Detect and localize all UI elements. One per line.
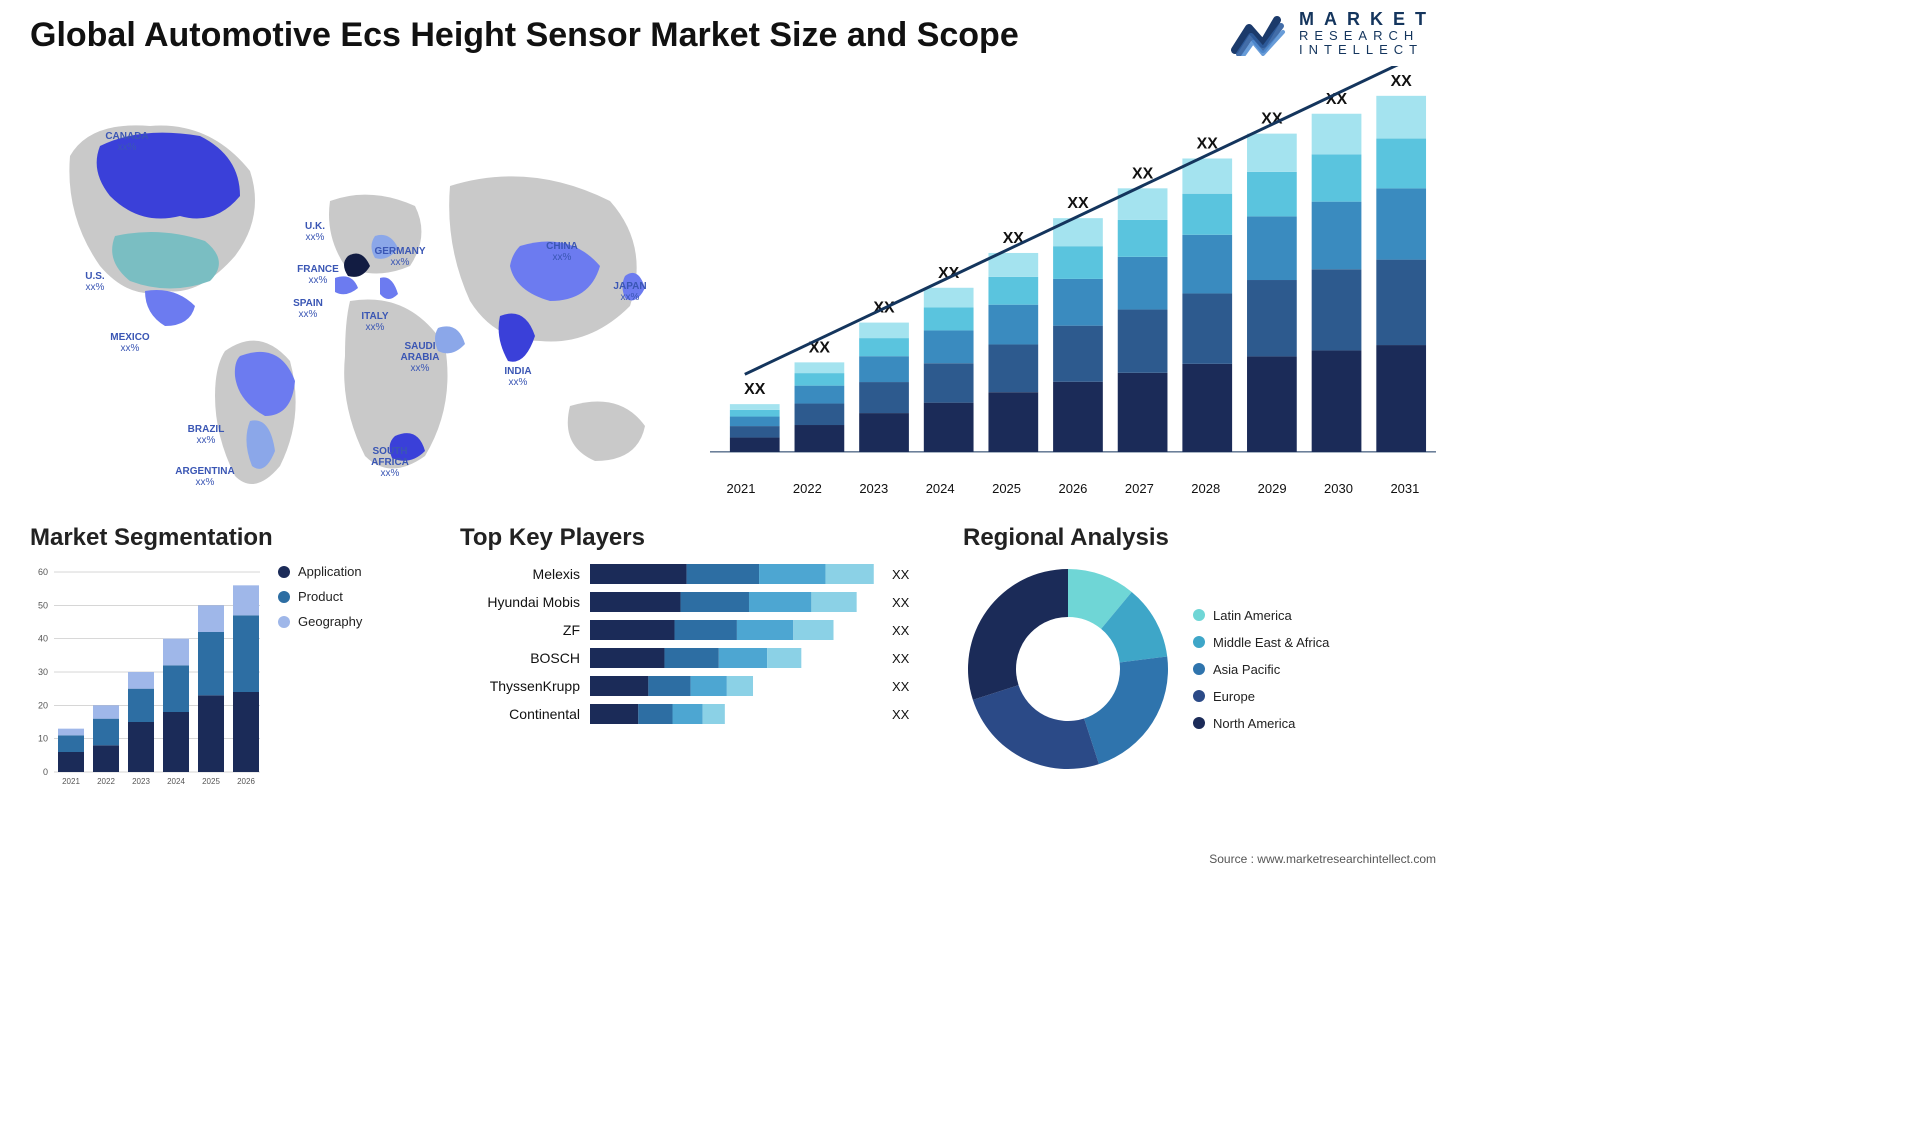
year-tick: 2021	[714, 481, 768, 496]
region-north-america: North America	[1193, 716, 1329, 731]
kp-row-continental: Continental XX	[460, 704, 920, 724]
map-label-china: CHINAxx%	[527, 241, 597, 263]
map-label-u-s-: U.S.xx%	[60, 271, 130, 293]
year-tick: 2031	[1378, 481, 1432, 496]
kp-value: XX	[892, 567, 920, 582]
svg-text:60: 60	[38, 567, 48, 577]
kp-name: ZF	[460, 622, 580, 638]
segmentation-chart: 0 10 20 30 40 50 60 2021 2022 2023 2024 2025 2026	[30, 564, 260, 794]
logo-icon	[1231, 10, 1287, 56]
kp-value: XX	[892, 651, 920, 666]
brand-logo: MARKET RESEARCH INTELLECT	[1231, 10, 1436, 56]
year-tick: 2022	[780, 481, 834, 496]
kp-bar	[590, 704, 882, 724]
year-tick: 2030	[1312, 481, 1366, 496]
svg-text:20: 20	[38, 701, 48, 711]
svg-text:2024: 2024	[167, 777, 185, 786]
seg-legend-product: Product	[278, 589, 362, 604]
world-map: CANADAxx% U.S.xx% MEXICOxx% BRAZILxx% ARGENT…	[30, 66, 670, 496]
year-axis: 2021 2022 2023 2024 2025 2026 2027 2028 2029 2030…	[710, 481, 1436, 496]
segmentation-legend: Application Product Geography	[278, 564, 362, 629]
logo-row3: INTELLECT	[1299, 43, 1436, 57]
map-label-france: FRANCExx%	[283, 264, 353, 286]
svg-text:XX: XX	[1067, 195, 1089, 212]
map-label-saudi-arabia: SAUDI ARABIAxx%	[385, 341, 455, 374]
svg-text:2023: 2023	[132, 777, 150, 786]
svg-text:2021: 2021	[62, 777, 80, 786]
svg-text:10: 10	[38, 734, 48, 744]
map-label-italy: ITALYxx%	[340, 311, 410, 333]
segmentation-title: Market Segmentation	[30, 524, 430, 552]
kp-bar	[590, 648, 882, 668]
keyplayers-title: Top Key Players	[460, 524, 933, 552]
regional-donut	[963, 564, 1173, 774]
kp-row-zf: ZF XX	[460, 620, 920, 640]
regional-legend: Latin America Middle East & Africa Asia Pa…	[1193, 608, 1329, 731]
year-tick: 2023	[847, 481, 901, 496]
kp-value: XX	[892, 595, 920, 610]
map-label-mexico: MEXICOxx%	[95, 332, 165, 354]
region-europe: Europe	[1193, 689, 1329, 704]
kp-bar	[590, 592, 882, 612]
keyplayers-chart: MelexisXXHyundai MobisXXZFXXBOSCHXXThyss…	[460, 564, 920, 724]
svg-text:XX: XX	[1132, 166, 1154, 183]
kp-row-hyundai-mobis: Hyundai Mobis XX	[460, 592, 920, 612]
main-chart-svg: XXXXXXXXXXXXXXXXXXXXXX	[710, 66, 1436, 474]
seg-legend-application: Application	[278, 564, 362, 579]
svg-text:0: 0	[43, 767, 48, 777]
map-label-south-africa: SOUTH AFRICAxx%	[355, 446, 425, 479]
kp-name: BOSCH	[460, 650, 580, 666]
map-label-japan: JAPANxx%	[595, 281, 665, 303]
region-latin-america: Latin America	[1193, 608, 1329, 623]
svg-text:2026: 2026	[237, 777, 255, 786]
year-tick: 2028	[1179, 481, 1233, 496]
svg-text:2025: 2025	[202, 777, 220, 786]
region-middle-east-africa: Middle East & Africa	[1193, 635, 1329, 650]
map-label-u-k-: U.K.xx%	[280, 221, 350, 243]
seg-legend-geography: Geography	[278, 614, 362, 629]
year-tick: 2025	[980, 481, 1034, 496]
year-tick: 2029	[1245, 481, 1299, 496]
map-label-brazil: BRAZILxx%	[171, 424, 241, 446]
kp-value: XX	[892, 679, 920, 694]
svg-text:XX: XX	[1391, 73, 1413, 90]
region-asia-pacific: Asia Pacific	[1193, 662, 1329, 677]
svg-text:XX: XX	[744, 381, 766, 398]
year-tick: 2024	[913, 481, 967, 496]
market-size-chart: XXXXXXXXXXXXXXXXXXXXXX 20212022202320242…	[710, 66, 1436, 496]
logo-row2: RESEARCH	[1299, 29, 1436, 43]
kp-name: ThyssenKrupp	[460, 678, 580, 694]
map-label-spain: SPAINxx%	[273, 298, 343, 320]
year-tick: 2026	[1046, 481, 1100, 496]
svg-text:50: 50	[38, 601, 48, 611]
svg-text:30: 30	[38, 667, 48, 677]
map-label-india: INDIAxx%	[483, 366, 553, 388]
svg-text:2022: 2022	[97, 777, 115, 786]
seg-svg: 0 10 20 30 40 50 60 2021 2022 2023 2024 2025 2026	[30, 564, 260, 794]
page-title: Global Automotive Ecs Height Sensor Mark…	[30, 10, 1019, 55]
map-label-canada: CANADAxx%	[92, 131, 162, 153]
map-label-germany: GERMANYxx%	[365, 246, 435, 268]
map-label-argentina: ARGENTINAxx%	[170, 466, 240, 488]
donut-svg	[963, 564, 1173, 774]
kp-bar	[590, 564, 882, 584]
kp-row-thyssenkrupp: ThyssenKrupp XX	[460, 676, 920, 696]
kp-name: Hyundai Mobis	[460, 594, 580, 610]
logo-row1: MARKET	[1299, 10, 1436, 29]
kp-value: XX	[892, 623, 920, 638]
regional-title: Regional Analysis	[963, 524, 1436, 552]
kp-value: XX	[892, 707, 920, 722]
kp-row-bosch: BOSCH XX	[460, 648, 920, 668]
year-tick: 2027	[1112, 481, 1166, 496]
kp-name: Continental	[460, 706, 580, 722]
svg-text:40: 40	[38, 634, 48, 644]
kp-bar	[590, 676, 882, 696]
kp-bar	[590, 620, 882, 640]
source-label: Source : www.marketresearchintellect.com	[1209, 852, 1436, 866]
kp-row-melexis: Melexis XX	[460, 564, 920, 584]
kp-name: Melexis	[460, 566, 580, 582]
